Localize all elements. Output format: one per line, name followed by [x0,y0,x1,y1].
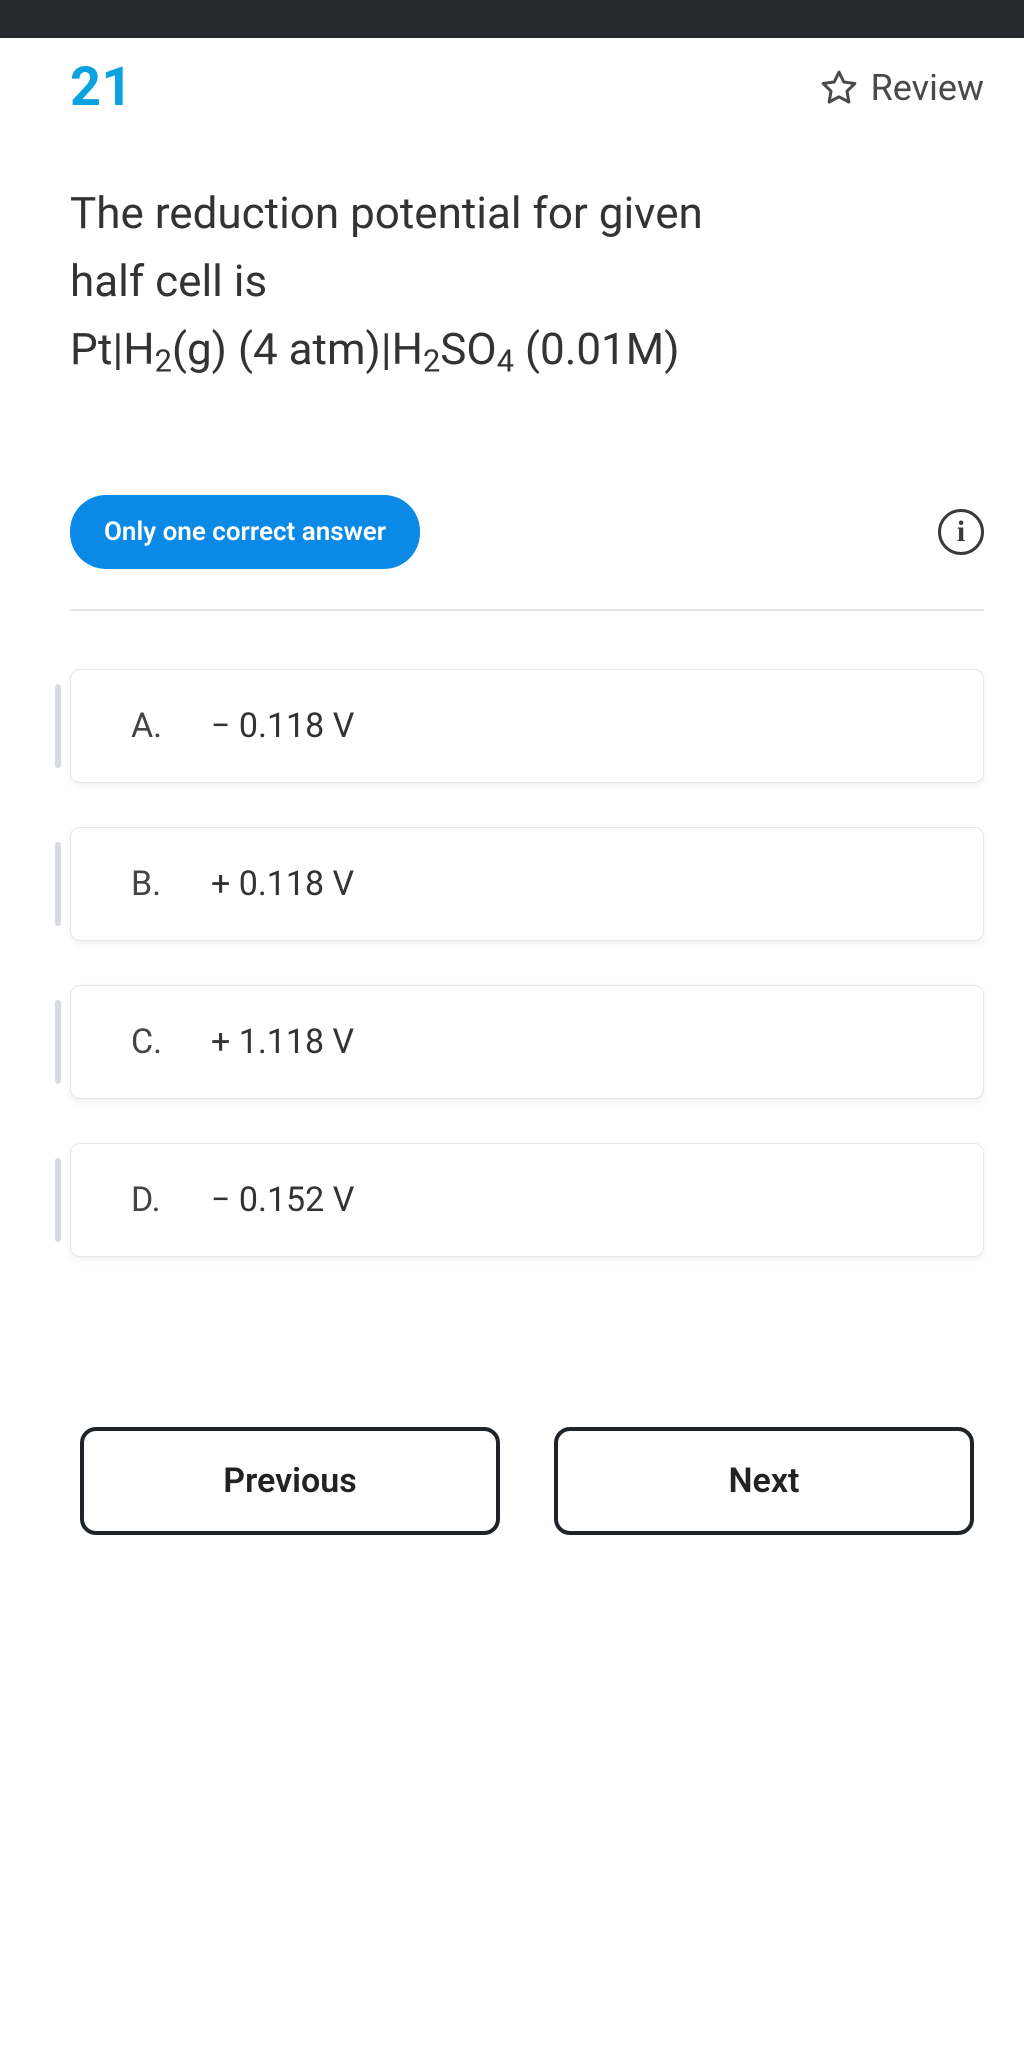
question-number: 21 [70,56,133,119]
eq-prefix: Pt|H [70,323,155,375]
header-row: 21 Review [70,56,984,119]
eq-mid1: (g) (4 atm)|H [172,323,423,375]
options-list: A. − 0.118 V B. + 0.118 V C. + 1.118 V D… [70,669,984,1257]
star-icon [819,68,859,108]
nav-row: Previous Next [70,1427,984,1535]
review-label: Review [871,67,984,109]
option-a[interactable]: A. − 0.118 V [70,669,984,783]
option-text: − 0.118 V [211,706,354,746]
option-indicator [55,1000,61,1084]
previous-button[interactable]: Previous [80,1427,500,1535]
question-page: 21 Review The reduction potential for gi… [0,38,1024,1575]
eq-sub2: 2 [423,343,440,380]
option-text: + 1.118 V [211,1022,354,1062]
eq-suffix: (0.01M) [514,323,680,375]
option-letter: D. [131,1180,211,1220]
top-bar [0,0,1024,38]
option-indicator [55,684,61,768]
eq-sub1: 2 [155,343,172,380]
option-indicator [55,842,61,926]
info-icon[interactable]: i [938,509,984,555]
option-text: − 0.152 V [211,1180,354,1220]
option-text: + 0.118 V [211,864,354,904]
question-line-1: The reduction potential for given [70,187,703,239]
next-button[interactable]: Next [554,1427,974,1535]
option-letter: B. [131,864,211,904]
option-c[interactable]: C. + 1.118 V [70,985,984,1099]
option-b[interactable]: B. + 0.118 V [70,827,984,941]
question-line-2: half cell is [70,255,267,307]
answer-type-badge: Only one correct answer [70,495,420,569]
option-letter: A. [131,706,211,746]
eq-mid2: SO [440,323,496,375]
review-button[interactable]: Review [819,67,984,109]
divider [70,609,984,611]
question-text: The reduction potential for given half c… [70,179,970,315]
badge-row: Only one correct answer i [70,495,984,569]
option-d[interactable]: D. − 0.152 V [70,1143,984,1257]
option-letter: C. [131,1022,211,1062]
eq-sub3: 4 [497,343,514,380]
question-equation: Pt|H2(g) (4 atm)|H2SO4 (0.01M) [70,323,984,380]
option-indicator [55,1158,61,1242]
